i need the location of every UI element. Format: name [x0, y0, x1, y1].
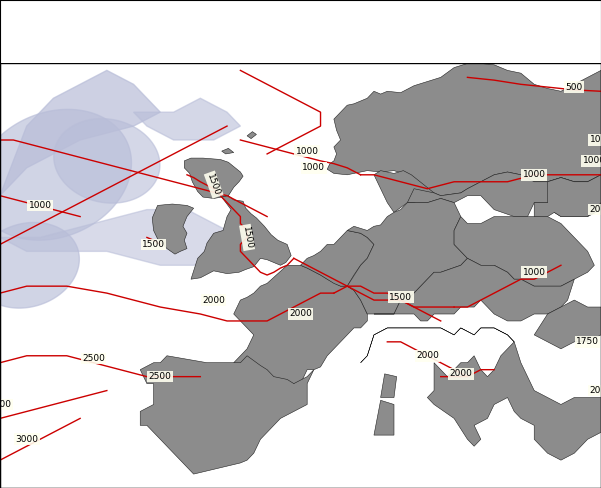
Polygon shape: [374, 258, 575, 321]
Polygon shape: [152, 204, 194, 254]
Polygon shape: [374, 171, 434, 212]
Polygon shape: [0, 109, 132, 240]
Text: 1000: 1000: [523, 170, 546, 179]
Polygon shape: [133, 98, 240, 140]
Text: 2000: 2000: [450, 369, 472, 378]
Text: 2000: 2000: [590, 386, 601, 395]
Polygon shape: [234, 265, 367, 384]
Text: 3000: 3000: [15, 435, 38, 444]
Polygon shape: [534, 300, 601, 349]
Polygon shape: [140, 356, 314, 474]
Text: 1000: 1000: [296, 146, 319, 156]
Text: 2000: 2000: [590, 205, 601, 214]
Text: 1750: 1750: [576, 337, 599, 346]
Text: 500: 500: [566, 82, 583, 92]
Polygon shape: [0, 223, 79, 308]
Polygon shape: [222, 148, 234, 154]
Polygon shape: [347, 199, 468, 314]
Text: 1000: 1000: [523, 268, 546, 277]
Text: 1500: 1500: [206, 172, 222, 197]
Polygon shape: [327, 63, 601, 196]
Polygon shape: [53, 119, 160, 203]
Text: 1500: 1500: [240, 225, 254, 249]
Text: 2000: 2000: [203, 296, 225, 305]
Polygon shape: [191, 196, 291, 279]
Text: 1500: 1500: [142, 240, 165, 249]
Text: 2000: 2000: [416, 351, 439, 360]
Text: Precipitation for 3 hrs ending Wednesday 26 Mar at 12pm GMT: Precipitation for 3 hrs ending Wednesday…: [47, 10, 554, 25]
Polygon shape: [534, 175, 601, 217]
Polygon shape: [247, 132, 257, 139]
Text: 1500: 1500: [389, 293, 412, 302]
Text: 1000: 1000: [590, 136, 601, 144]
Text: 2500: 2500: [149, 372, 172, 381]
Text: 2500: 2500: [82, 354, 105, 363]
Polygon shape: [0, 210, 267, 265]
Text: Freezing level contours: Freezing level contours: [228, 43, 373, 56]
Text: 1000: 1000: [583, 156, 601, 165]
Polygon shape: [380, 374, 397, 398]
Text: 1000: 1000: [29, 201, 52, 210]
Polygon shape: [300, 230, 374, 286]
Polygon shape: [361, 328, 601, 460]
Polygon shape: [374, 400, 394, 435]
Text: 3000: 3000: [0, 400, 11, 409]
Text: 2000: 2000: [289, 309, 312, 319]
Polygon shape: [454, 217, 594, 286]
Text: 1000: 1000: [302, 163, 325, 172]
Polygon shape: [0, 70, 160, 196]
Polygon shape: [407, 172, 601, 217]
Polygon shape: [185, 158, 243, 199]
